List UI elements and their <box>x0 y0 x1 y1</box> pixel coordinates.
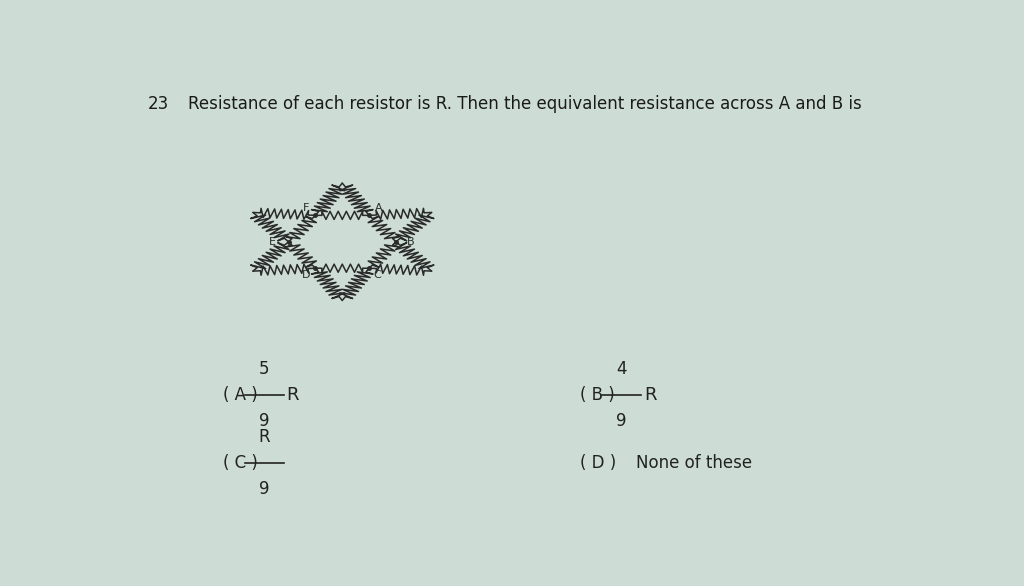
Text: F: F <box>303 203 309 213</box>
Text: None of these: None of these <box>636 454 752 472</box>
Text: R: R <box>644 386 656 404</box>
Text: R: R <box>287 386 299 404</box>
Text: D: D <box>302 270 310 281</box>
Text: 4: 4 <box>616 360 627 378</box>
Text: B: B <box>407 237 414 247</box>
Text: 9: 9 <box>259 480 269 498</box>
Text: R: R <box>259 428 270 446</box>
Text: 23: 23 <box>147 95 169 113</box>
Text: E: E <box>269 237 276 247</box>
Text: 5: 5 <box>259 360 269 378</box>
Text: C: C <box>373 270 381 281</box>
Text: 9: 9 <box>616 413 627 430</box>
Text: ( D ): ( D ) <box>581 454 616 472</box>
Text: ( C ): ( C ) <box>223 454 258 472</box>
Text: A: A <box>375 203 382 213</box>
Text: ( A ): ( A ) <box>223 386 258 404</box>
Text: Resistance of each resistor is R. Then the equivalent resistance across A and B : Resistance of each resistor is R. Then t… <box>187 95 861 113</box>
Text: 9: 9 <box>259 413 269 430</box>
Text: ( B ): ( B ) <box>581 386 615 404</box>
